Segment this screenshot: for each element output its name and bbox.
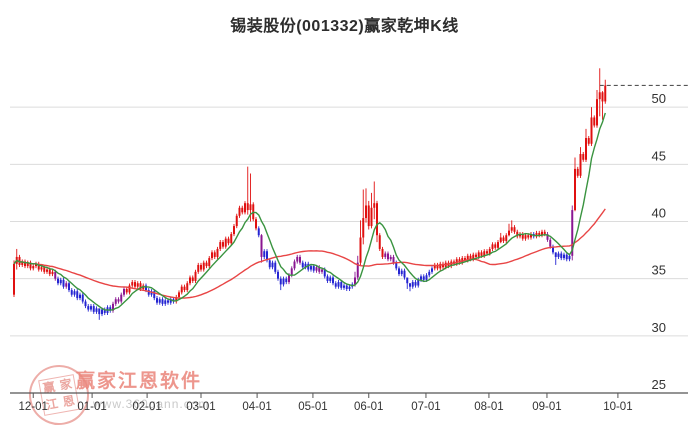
x-axis-label: 03-01 (186, 401, 215, 413)
y-axis-label: 50 (652, 91, 666, 106)
y-axis-label: 40 (652, 206, 666, 221)
x-axis-label: 02-01 (132, 401, 161, 413)
x-axis-label: 06-01 (354, 401, 383, 413)
watermark-brand-text: 赢家江恩软件 (76, 371, 203, 392)
x-axis-label: 09-01 (532, 401, 561, 413)
watermark-url-text: www.360gann.com (93, 397, 210, 411)
ma-short-line (13, 112, 606, 311)
x-axis-label: 08-01 (474, 401, 503, 413)
y-axis-label: 25 (652, 377, 666, 392)
gridlines (10, 106, 688, 337)
x-axis: 12-01 01-01 02-01 03-01 04-01 05-01 06-01 07-01… (10, 392, 688, 413)
chart-title: 锡装股份(001332)赢家乾坤K线 (230, 18, 459, 35)
y-axis-label: 35 (652, 263, 666, 278)
x-axis-label: 07-01 (411, 401, 440, 413)
y-axis-label: 45 (652, 148, 666, 163)
x-axis-label: 01-01 (77, 401, 106, 413)
x-axis-label: 05-01 (298, 401, 327, 413)
candles-group (13, 68, 607, 320)
ma-long-line (13, 208, 606, 299)
x-axis-label: 04-01 (242, 401, 271, 413)
x-axis-label: 12-01 (19, 401, 48, 413)
x-axis-label: 10-01 (603, 401, 632, 413)
y-axis-labels: 25 30 35 40 45 50 (652, 91, 666, 392)
y-axis-label: 30 (652, 320, 666, 335)
